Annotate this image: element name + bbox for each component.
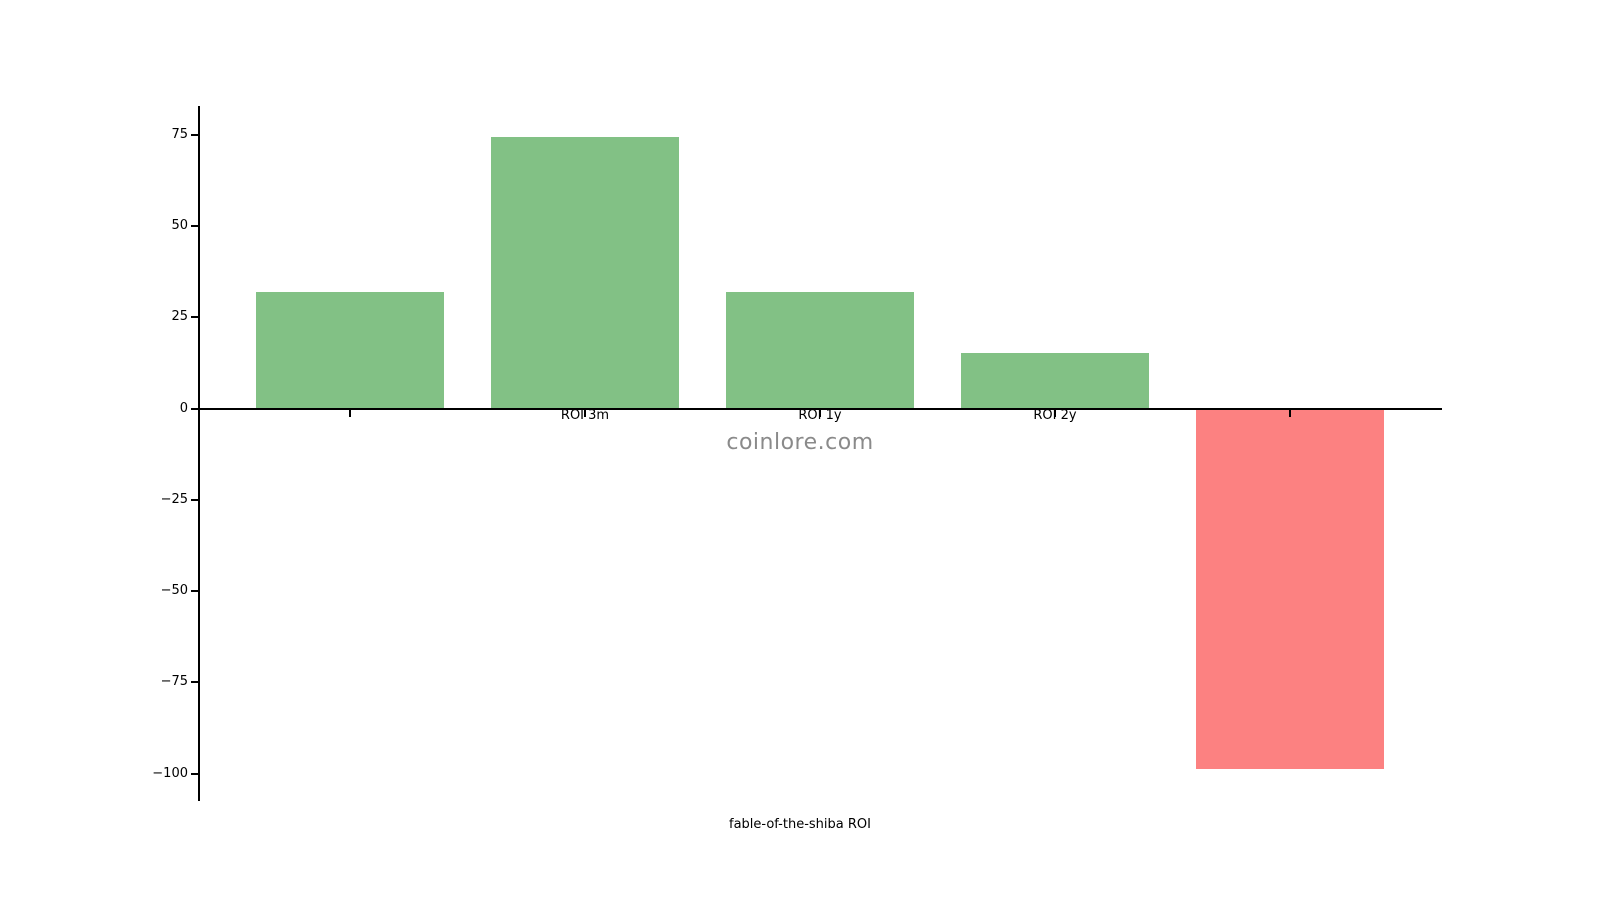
positive-bar bbox=[726, 292, 914, 409]
y-tick-label: −50 bbox=[160, 583, 188, 599]
y-tick-label: −25 bbox=[160, 491, 188, 507]
watermark: coinlore.com bbox=[726, 430, 874, 455]
x-tick-label: ROI 2y bbox=[1033, 407, 1077, 423]
y-tick bbox=[191, 224, 198, 227]
y-tick bbox=[191, 772, 198, 775]
x-axis-line bbox=[198, 407, 1442, 410]
y-tick bbox=[191, 133, 198, 136]
x-tick bbox=[1289, 409, 1291, 417]
chart-title: fable-of-the-shiba ROI bbox=[729, 817, 871, 832]
x-tick bbox=[1054, 409, 1056, 417]
y-tick-label: 50 bbox=[171, 217, 188, 233]
y-tick bbox=[191, 498, 198, 501]
y-tick-label: 25 bbox=[171, 309, 188, 325]
y-tick-label: 75 bbox=[171, 126, 188, 142]
x-tick bbox=[349, 409, 351, 417]
negative-bar bbox=[1196, 408, 1384, 770]
y-tick-label: −100 bbox=[152, 765, 188, 781]
positive-bar bbox=[961, 353, 1149, 409]
y-axis-spine bbox=[198, 105, 200, 802]
positive-bar bbox=[491, 137, 679, 409]
y-tick-label: 0 bbox=[179, 400, 188, 416]
x-tick-label: ROI 3m bbox=[560, 407, 610, 423]
x-tick bbox=[819, 409, 821, 417]
y-tick bbox=[191, 681, 198, 684]
y-tick bbox=[191, 316, 198, 319]
positive-bar bbox=[256, 292, 444, 409]
y-tick bbox=[191, 407, 198, 410]
y-tick-label: −75 bbox=[160, 674, 188, 690]
y-tick bbox=[191, 590, 198, 593]
x-tick-label: ROI 1y bbox=[798, 407, 842, 423]
x-tick bbox=[584, 409, 586, 417]
